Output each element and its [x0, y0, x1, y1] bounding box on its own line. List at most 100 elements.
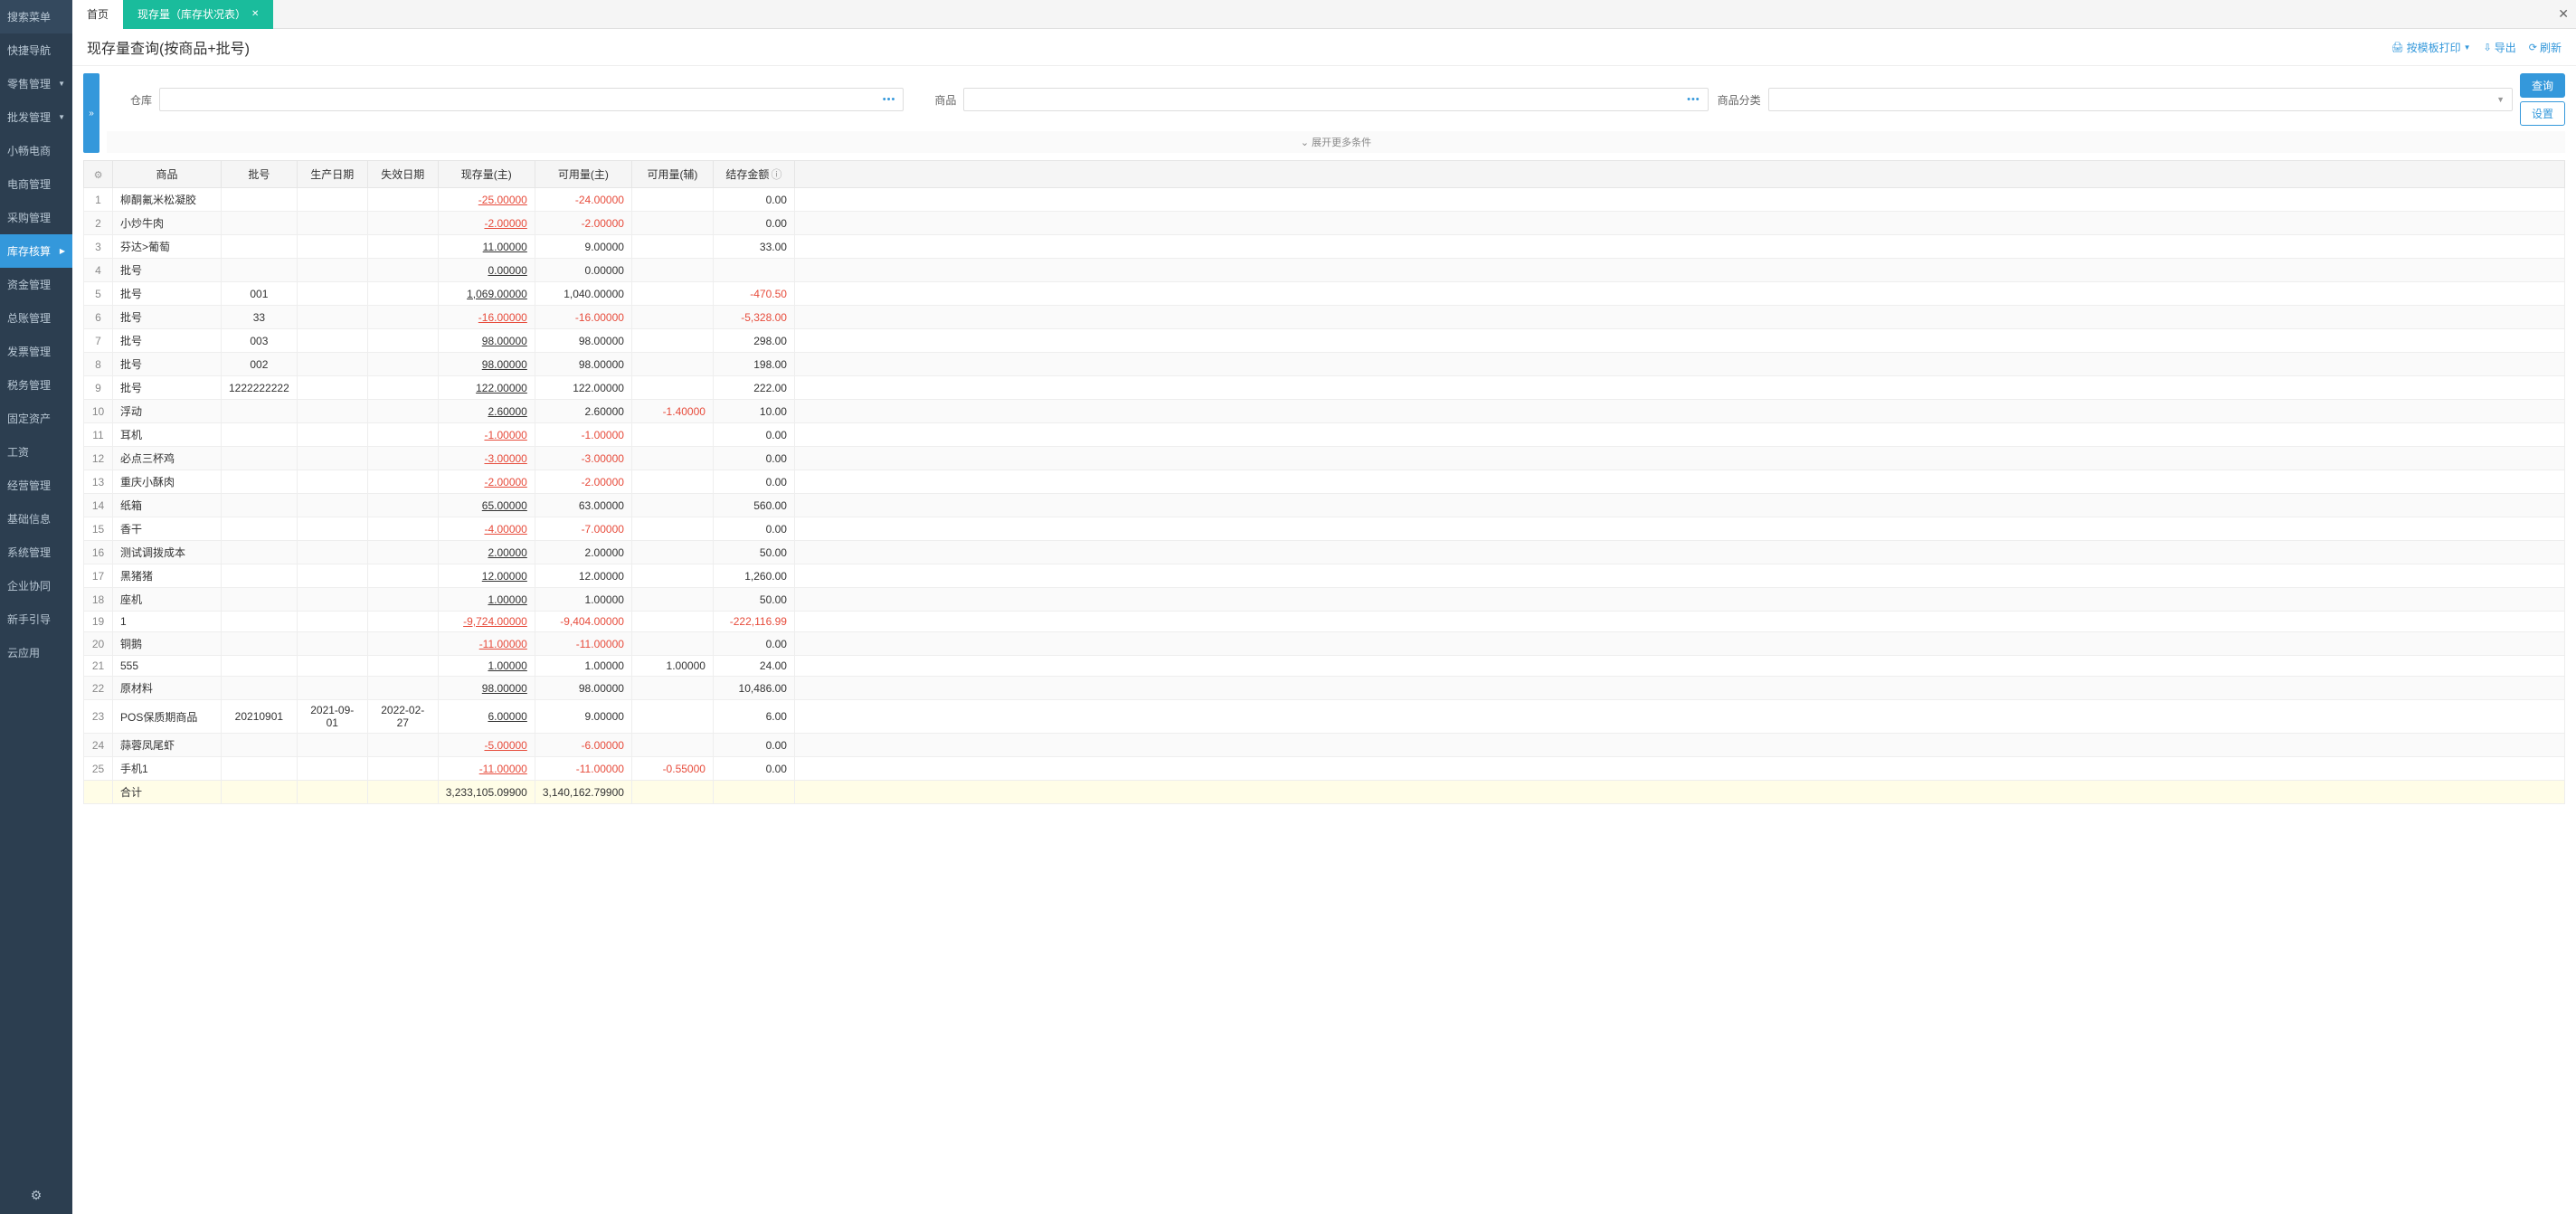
settings-gear-icon[interactable]: ⚙	[31, 1188, 43, 1202]
product-lookup-icon[interactable]: •••	[1687, 94, 1700, 105]
table-row[interactable]: 4批号0.000000.00000	[84, 259, 2565, 282]
table-row[interactable]: 25手机1-11.00000-11.00000-0.550000.00	[84, 757, 2565, 781]
sidebar-item-14[interactable]: 经营管理	[0, 469, 72, 502]
cell-stock[interactable]: 98.00000	[438, 329, 535, 353]
header-product[interactable]: 商品	[113, 161, 222, 188]
cell-stock[interactable]: 122.00000	[438, 376, 535, 400]
table-row[interactable]: 15香干-4.00000-7.000000.00	[84, 517, 2565, 541]
settings-button[interactable]: 设置	[2520, 101, 2565, 126]
cell-stock[interactable]: -16.00000	[438, 306, 535, 329]
table-row[interactable]: 191-9,724.00000-9,404.00000-222,116.99	[84, 612, 2565, 632]
help-icon[interactable]: ⓘ	[771, 168, 781, 181]
sidebar-item-3[interactable]: 批发管理▼	[0, 100, 72, 134]
table-row[interactable]: 12必点三杯鸡-3.00000-3.000000.00	[84, 447, 2565, 470]
table-row[interactable]: 11耳机-1.00000-1.000000.00	[84, 423, 2565, 447]
cell-stock[interactable]: -9,724.00000	[438, 612, 535, 632]
table-row[interactable]: 5批号0011,069.000001,040.00000-470.50	[84, 282, 2565, 306]
cell-stock[interactable]: 98.00000	[438, 353, 535, 376]
table-row[interactable]: 9批号1222222222122.00000122.00000222.00	[84, 376, 2565, 400]
header-gear[interactable]: ⚙	[84, 161, 113, 188]
sidebar-item-12[interactable]: 固定资产	[0, 402, 72, 435]
table-row[interactable]: 3芬达>葡萄11.000009.0000033.00	[84, 235, 2565, 259]
cell-stock[interactable]: 1.00000	[438, 656, 535, 677]
cell-stock[interactable]: -11.00000	[438, 757, 535, 781]
table-row[interactable]: 215551.000001.000001.0000024.00	[84, 656, 2565, 677]
sidebar-item-4[interactable]: 小畅电商	[0, 134, 72, 167]
cell-stock[interactable]: 98.00000	[438, 677, 535, 700]
header-balance[interactable]: 结存金额ⓘ	[713, 161, 794, 188]
sidebar-item-7[interactable]: 库存核算▶	[0, 234, 72, 268]
tab-active[interactable]: 现存量（库存状况表） ✕	[123, 0, 273, 29]
expand-filters-button[interactable]: ⌄ 展开更多条件	[107, 131, 2565, 153]
sidebar-item-15[interactable]: 基础信息	[0, 502, 72, 536]
header-stock[interactable]: 现存量(主)	[438, 161, 535, 188]
table-row[interactable]: 13重庆小酥肉-2.00000-2.000000.00	[84, 470, 2565, 494]
cell-stock[interactable]: 0.00000	[438, 259, 535, 282]
header-exp-date[interactable]: 失效日期	[367, 161, 438, 188]
cell-stock[interactable]: -25.00000	[438, 188, 535, 212]
table-row[interactable]: 24蒜蓉凤尾虾-5.00000-6.000000.00	[84, 734, 2565, 757]
cell-stock[interactable]: 1,069.00000	[438, 282, 535, 306]
sidebar-item-18[interactable]: 新手引导	[0, 602, 72, 636]
header-batch[interactable]: 批号	[222, 161, 298, 188]
cell-index: 23	[84, 700, 113, 734]
cell-stock[interactable]: 65.00000	[438, 494, 535, 517]
sidebar-item-1[interactable]: 快捷导航	[0, 33, 72, 67]
cell-stock[interactable]: 12.00000	[438, 564, 535, 588]
table-row[interactable]: 17黑猪猪12.0000012.000001,260.00	[84, 564, 2565, 588]
sidebar-item-10[interactable]: 发票管理	[0, 335, 72, 368]
sidebar-item-9[interactable]: 总账管理	[0, 301, 72, 335]
refresh-button[interactable]: ⟳ 刷新	[2529, 40, 2562, 55]
sidebar-item-16[interactable]: 系统管理	[0, 536, 72, 569]
sidebar-item-13[interactable]: 工资	[0, 435, 72, 469]
cell-stock[interactable]: -3.00000	[438, 447, 535, 470]
product-input[interactable]: •••	[963, 88, 1708, 111]
sidebar-item-0[interactable]: 搜索菜单	[0, 0, 72, 33]
tab-home[interactable]: 首页	[72, 0, 123, 29]
sidebar-item-2[interactable]: 零售管理▼	[0, 67, 72, 100]
table-row[interactable]: 18座机1.000001.0000050.00	[84, 588, 2565, 612]
print-button[interactable]: 🖨 按模板打印 ▼	[2391, 40, 2471, 55]
table-row[interactable]: 22原材料98.0000098.0000010,486.00	[84, 677, 2565, 700]
cell-stock[interactable]: 11.00000	[438, 235, 535, 259]
collapse-filter-button[interactable]: »	[83, 73, 99, 153]
cell-stock[interactable]: -5.00000	[438, 734, 535, 757]
table-row[interactable]: 2小炒牛肉-2.00000-2.000000.00	[84, 212, 2565, 235]
cell-stock[interactable]: -2.00000	[438, 470, 535, 494]
query-button[interactable]: 查询	[2520, 73, 2565, 98]
warehouse-lookup-icon[interactable]: •••	[883, 94, 896, 105]
header-prod-date[interactable]: 生产日期	[297, 161, 367, 188]
table-row[interactable]: 20铜鹅-11.00000-11.000000.00	[84, 632, 2565, 656]
table-row[interactable]: 16测试调拨成本2.000002.0000050.00	[84, 541, 2565, 564]
header-avail[interactable]: 可用量(主)	[535, 161, 631, 188]
tabs-close-all-icon[interactable]: ✕	[2558, 6, 2569, 22]
cell-stock[interactable]: -1.00000	[438, 423, 535, 447]
cell-stock[interactable]: 2.60000	[438, 400, 535, 423]
table-row[interactable]: 8批号00298.0000098.00000198.00	[84, 353, 2565, 376]
sidebar-item-19[interactable]: 云应用	[0, 636, 72, 669]
cell-stock[interactable]: 2.00000	[438, 541, 535, 564]
cell-product: 铜鹅	[113, 632, 222, 656]
sidebar-item-6[interactable]: 采购管理	[0, 201, 72, 234]
table-row[interactable]: 6批号33-16.00000-16.00000-5,328.00	[84, 306, 2565, 329]
cell-stock[interactable]: -11.00000	[438, 632, 535, 656]
table-row[interactable]: 10浮动2.600002.60000-1.4000010.00	[84, 400, 2565, 423]
table-row[interactable]: 14纸箱65.0000063.00000560.00	[84, 494, 2565, 517]
export-button[interactable]: ⇩ 导出	[2484, 40, 2516, 55]
table-row[interactable]: 1柳酮氟米松凝胶-25.00000-24.000000.00	[84, 188, 2565, 212]
sidebar-item-11[interactable]: 税务管理	[0, 368, 72, 402]
sidebar-item-8[interactable]: 资金管理	[0, 268, 72, 301]
tab-close-icon[interactable]: ✕	[251, 9, 259, 19]
table-row[interactable]: 23POS保质期商品202109012021-09-012022-02-276.…	[84, 700, 2565, 734]
sidebar-item-5[interactable]: 电商管理	[0, 167, 72, 201]
cell-stock[interactable]: -2.00000	[438, 212, 535, 235]
sidebar-item-17[interactable]: 企业协同	[0, 569, 72, 602]
header-avail-aux[interactable]: 可用量(辅)	[631, 161, 713, 188]
warehouse-input[interactable]: •••	[159, 88, 904, 111]
category-input[interactable]: ▼	[1768, 88, 2513, 111]
cell-stock[interactable]: 6.00000	[438, 700, 535, 734]
cell-stock[interactable]: -4.00000	[438, 517, 535, 541]
table-row[interactable]: 7批号00398.0000098.00000298.00	[84, 329, 2565, 353]
cell-stock[interactable]: 1.00000	[438, 588, 535, 612]
sidebar-item-label: 系统管理	[7, 545, 51, 560]
